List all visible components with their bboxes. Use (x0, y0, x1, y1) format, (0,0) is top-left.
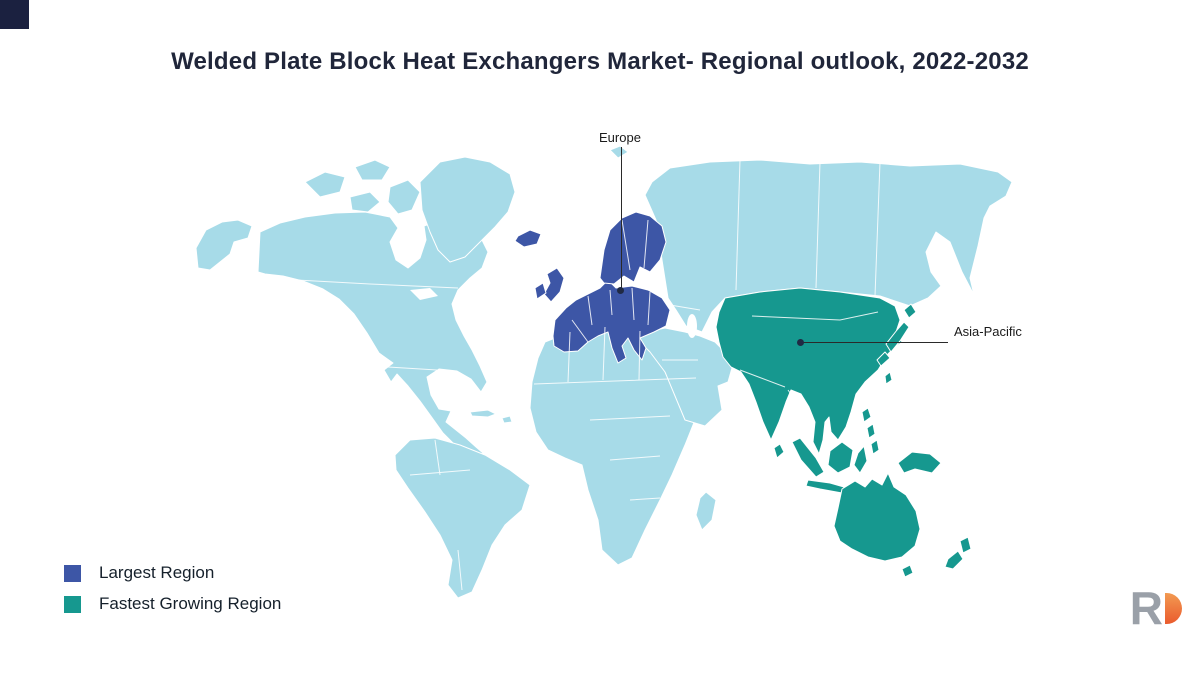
region-taiwan (884, 371, 893, 385)
europe-marker-dot (617, 287, 624, 294)
region-scandinavia (599, 211, 667, 285)
region-north-america (257, 211, 489, 460)
region-south-america (394, 437, 531, 599)
logo-letter: R (1129, 582, 1163, 634)
region-tasmania (901, 564, 914, 578)
europe-leader-line (621, 147, 622, 290)
region-arctic-islands (304, 159, 421, 215)
region-greenland (419, 156, 516, 263)
legend-label-largest: Largest Region (99, 563, 215, 582)
great-lakes (410, 288, 438, 300)
region-caribbean (469, 409, 513, 424)
region-uk (543, 267, 565, 303)
region-australia (833, 472, 921, 562)
legend: Largest Region Fastest Growing Region (64, 563, 281, 625)
asia-pacific-marker-dot (797, 339, 804, 346)
region-japan (876, 303, 917, 367)
region-sri-lanka (773, 443, 785, 459)
legend-item-fastest: Fastest Growing Region (64, 594, 281, 614)
legend-label-fastest: Fastest Growing Region (99, 594, 282, 613)
page-title: Welded Plate Block Heat Exchangers Marke… (171, 48, 1029, 75)
region-new-zealand (944, 536, 972, 570)
region-svalbard (609, 145, 629, 159)
region-madagascar (695, 491, 717, 531)
region-iceland (514, 229, 542, 248)
world-map-svg (195, 145, 1013, 599)
region-asia-pacific-mainland (715, 287, 903, 455)
country-borders (259, 159, 881, 591)
region-ireland (534, 282, 547, 300)
label-asia-pacific: Asia-Pacific (954, 324, 1022, 339)
label-europe: Europe (599, 130, 641, 145)
brand-logo: R (1129, 582, 1182, 634)
legend-item-largest: Largest Region (64, 563, 281, 583)
caspian-sea (687, 314, 697, 338)
region-philippines (861, 407, 880, 455)
world-map (140, 120, 1100, 640)
region-new-guinea (897, 451, 942, 474)
region-alaska (195, 219, 253, 271)
corner-accent-square (0, 0, 29, 29)
legend-swatch-largest (64, 564, 81, 582)
legend-swatch-fastest (64, 595, 81, 613)
region-europe-mainland (552, 279, 671, 364)
asia-pacific-leader-line (801, 342, 948, 343)
logo-orange-shape (1165, 592, 1182, 624)
